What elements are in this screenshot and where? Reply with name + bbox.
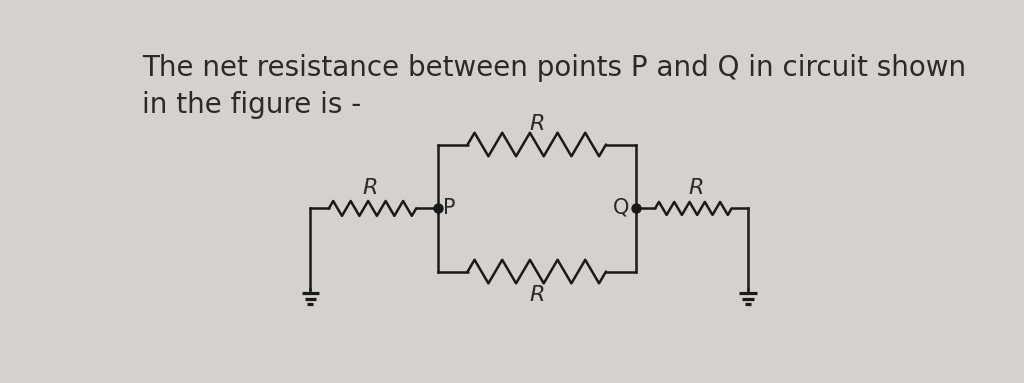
Text: Q: Q [613, 198, 630, 218]
Text: in the figure is -: in the figure is - [142, 91, 361, 119]
Text: P: P [443, 198, 456, 218]
Text: The net resistance between points P and Q in circuit shown: The net resistance between points P and … [142, 54, 966, 82]
Text: R: R [362, 178, 378, 198]
Text: R: R [529, 114, 545, 134]
Text: R: R [529, 285, 545, 304]
Text: R: R [688, 178, 703, 198]
